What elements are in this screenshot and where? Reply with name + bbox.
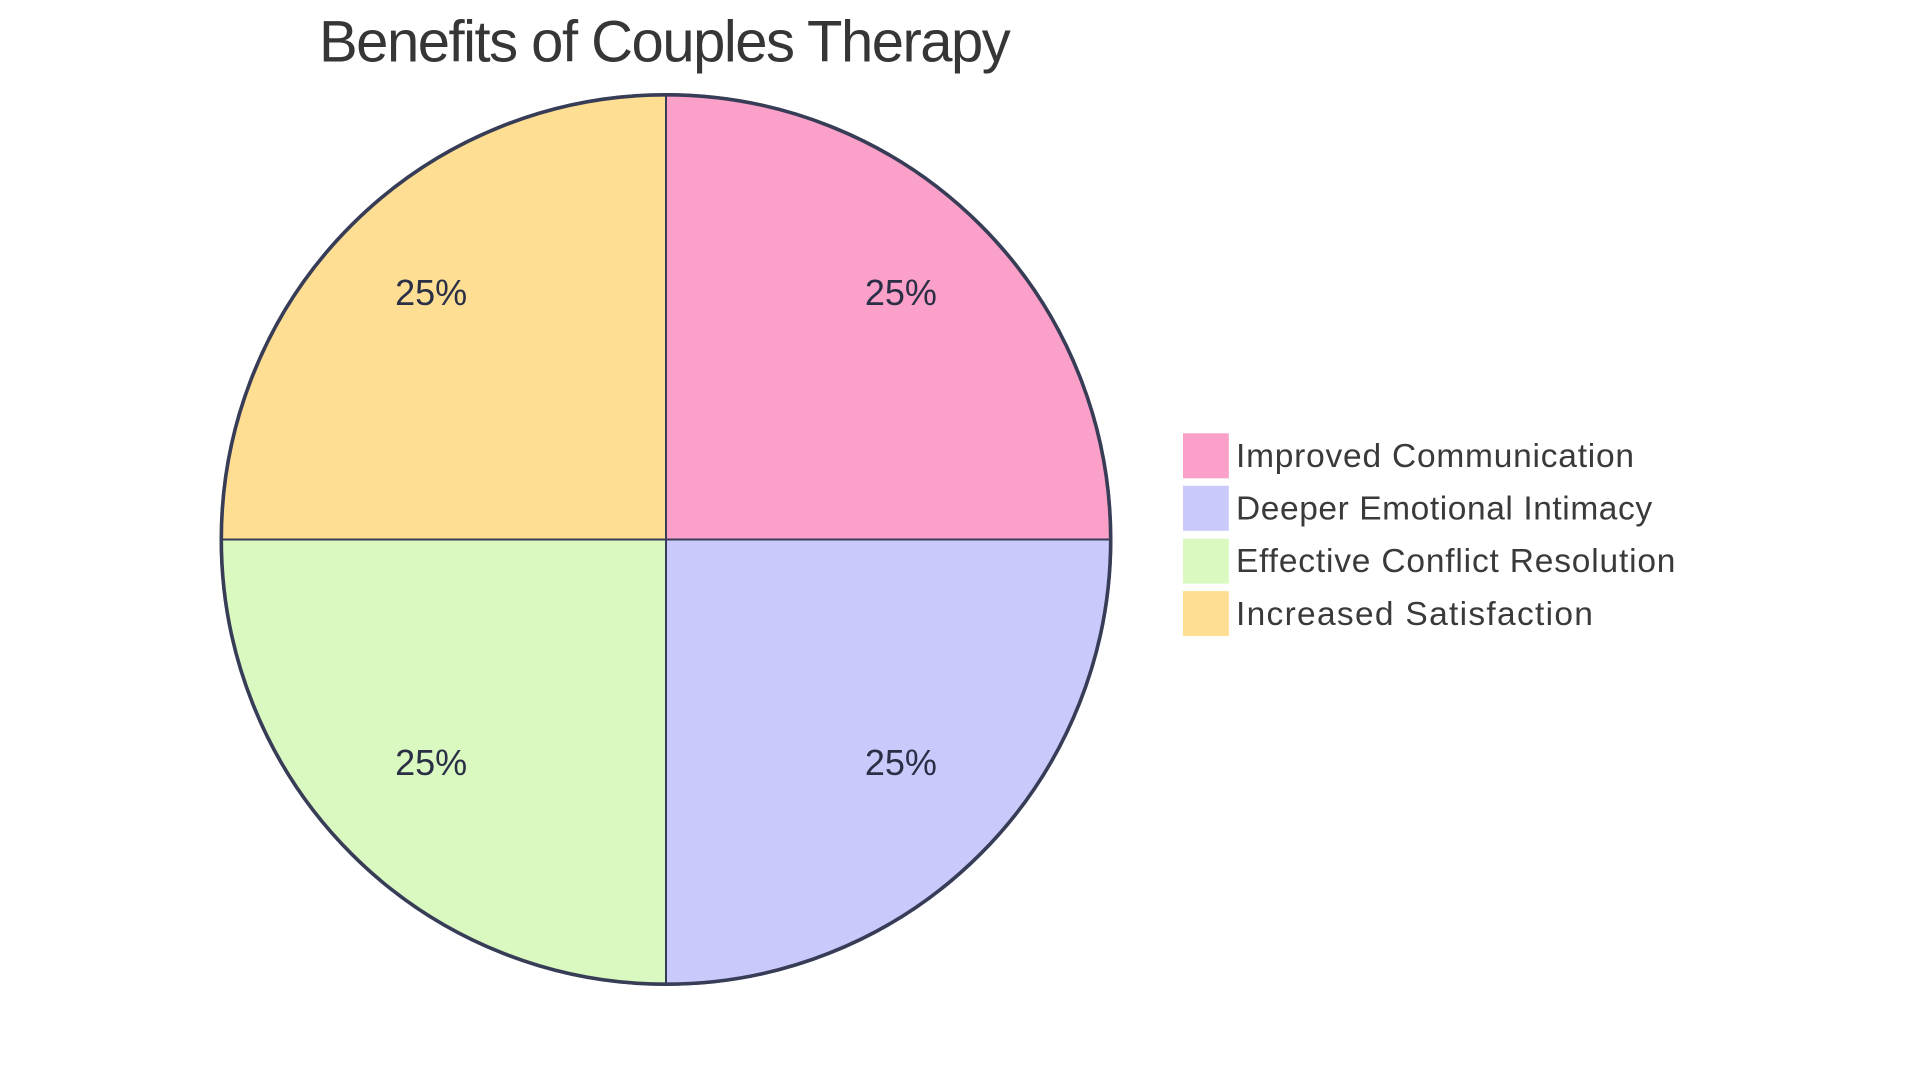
svg-text:Improved Communication: Improved Communication: [1236, 438, 1635, 475]
svg-text:Benefits of Couples Therapy: Benefits of Couples Therapy: [319, 10, 1011, 75]
svg-text:25%: 25%: [395, 742, 467, 783]
svg-text:25%: 25%: [865, 742, 937, 783]
svg-text:Increased Satisfaction: Increased Satisfaction: [1236, 596, 1594, 633]
svg-text:25%: 25%: [395, 272, 467, 313]
svg-text:25%: 25%: [865, 272, 937, 313]
svg-text:Effective Conflict Resolution: Effective Conflict Resolution: [1236, 543, 1676, 580]
svg-text:Deeper Emotional Intimacy: Deeper Emotional Intimacy: [1236, 491, 1653, 528]
